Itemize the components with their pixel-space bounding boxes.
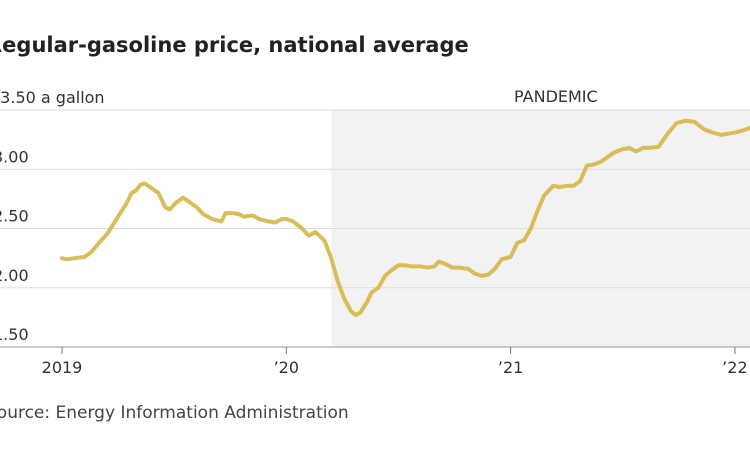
x-tick-label: ’21 [498, 358, 523, 377]
y-tick-label: 1.50 [0, 325, 29, 344]
x-tick-label: 2019 [42, 358, 83, 377]
chart-title: Regular-gasoline price, national average [0, 33, 469, 57]
y-tick-label: $3.50 a gallon [0, 88, 105, 107]
source-note: Source: Energy Information Administratio… [0, 403, 349, 423]
price-line [60, 118, 750, 317]
x-tick-label: ’22 [722, 358, 747, 377]
y-tick-label: 2.50 [0, 207, 29, 226]
y-tick-label: 3.00 [0, 147, 29, 166]
shade-label: PANDEMIC [514, 87, 598, 106]
x-tick-label: ’20 [274, 358, 299, 377]
y-tick-label: 2.00 [0, 266, 29, 285]
